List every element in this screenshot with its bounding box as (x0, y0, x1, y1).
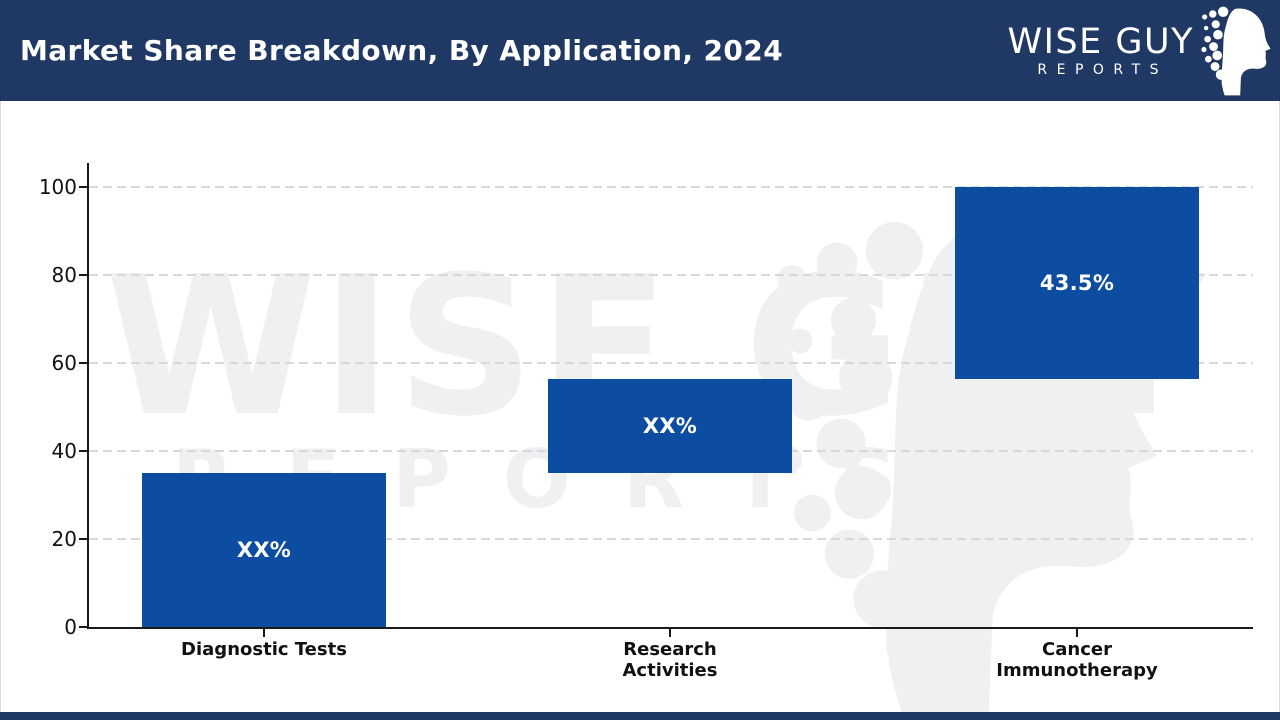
category-label-0: Diagnostic Tests (134, 639, 394, 660)
header-bar: Market Share Breakdown, By Application, … (0, 0, 1280, 101)
x-axis-line (87, 627, 1253, 629)
y-tick-label-80: 80 (51, 263, 77, 288)
y-tick-mark-80 (79, 274, 87, 277)
logo-text: WISE GUY REPORTS (1007, 23, 1194, 78)
category-label-line: Cancer (1042, 639, 1112, 660)
x-tick-mark-0 (263, 629, 265, 637)
gridline-60 (89, 362, 1253, 365)
y-tick-mark-40 (79, 450, 87, 453)
x-tick-mark-1 (669, 629, 671, 637)
logo-wordmark: WISE GUY (1007, 22, 1194, 62)
category-label-line: Immunotherapy (996, 660, 1158, 681)
category-label-line: Diagnostic Tests (181, 639, 347, 660)
y-tick-label-40: 40 (51, 439, 77, 464)
y-tick-mark-60 (79, 362, 87, 365)
left-border-line (0, 101, 1, 712)
logo-head-icon (1201, 6, 1271, 95)
y-tick-mark-20 (79, 538, 87, 541)
wiseguy-reports-logo: WISE GUY REPORTS (1007, 6, 1280, 96)
category-label-line: Research (623, 639, 717, 660)
bar-0: XX% (142, 473, 386, 627)
category-label-1: Research Activities (540, 639, 800, 681)
bar-1: XX% (548, 378, 792, 474)
y-tick-mark-0 (79, 626, 87, 628)
page-title: Market Share Breakdown, By Application, … (20, 34, 784, 67)
bar-value-label-1: XX% (642, 413, 698, 438)
gridline-20 (89, 538, 1253, 541)
bar-2: 43.5% (955, 187, 1199, 379)
bar-value-label-2: 43.5% (1039, 270, 1115, 295)
category-label-2: Cancer Immunotherapy (947, 639, 1207, 681)
plot-area: XX% XX% 43.5% (89, 163, 1253, 627)
bar-value-label-0: XX% (236, 538, 292, 563)
x-tick-mark-2 (1076, 629, 1078, 637)
gridline-80 (89, 274, 1253, 277)
footer-bar (0, 712, 1280, 720)
y-axis-line (87, 163, 89, 629)
logo-subtitle: REPORTS (1037, 62, 1169, 78)
category-label-line: Activities (622, 660, 718, 681)
y-tick-label-60: 60 (51, 351, 77, 376)
y-tick-label-20: 20 (51, 527, 77, 552)
y-tick-label-100: 100 (38, 175, 77, 200)
gridline-100 (89, 186, 1253, 189)
y-tick-mark-100 (79, 186, 87, 189)
y-tick-label-0: 0 (64, 615, 77, 639)
